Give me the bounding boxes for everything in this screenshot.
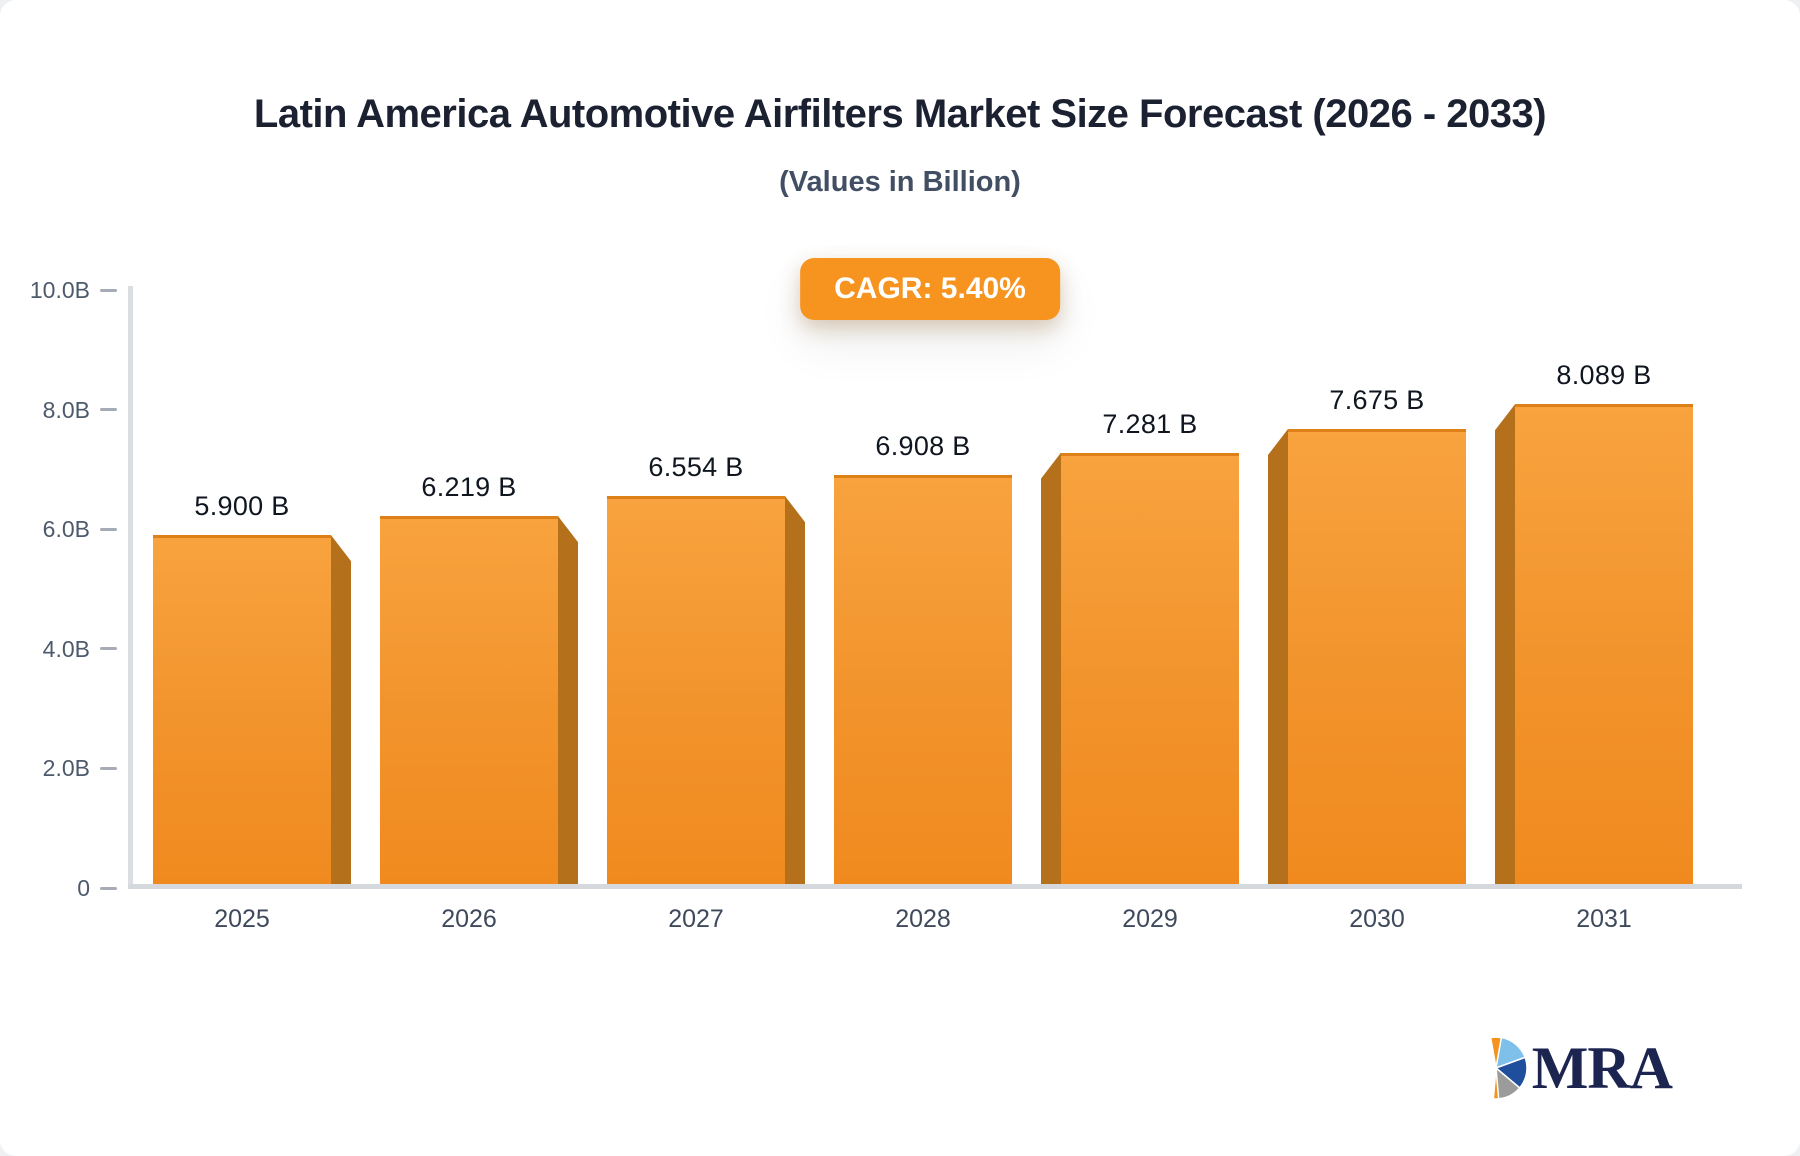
bar-value-label: 7.281 B	[1102, 408, 1198, 439]
bar-value-label: 6.554 B	[648, 452, 744, 483]
bar-side-face	[1041, 452, 1061, 888]
y-axis-label: 0	[77, 875, 90, 901]
bar-2026	[380, 516, 558, 888]
bar-value-label: 7.675 B	[1329, 385, 1425, 416]
bar-2029	[1061, 452, 1239, 888]
y-axis-label: 6.0B	[42, 516, 90, 543]
x-axis-label: 2025	[214, 905, 270, 933]
chart-title: Latin America Automotive Airfilters Mark…	[253, 92, 1547, 136]
x-axis-label: 2027	[668, 905, 724, 933]
brand-logo: MRA	[1464, 1035, 1673, 1101]
bar-2031	[1515, 404, 1693, 888]
bar-2030	[1288, 429, 1466, 888]
bar-side-face	[331, 535, 351, 888]
bar-side-face	[1268, 429, 1288, 888]
y-axis-label: 4.0B	[42, 635, 90, 662]
bar-value-label: 8.089 B	[1556, 360, 1652, 391]
y-axis-tick	[100, 527, 117, 531]
bar-value-label: 5.900 B	[194, 491, 290, 522]
x-axis-label: 2028	[895, 905, 951, 933]
y-axis-tick	[100, 647, 117, 651]
bar-2025	[153, 535, 331, 888]
x-axis-line	[128, 884, 1742, 889]
chart-subtitle: (Values in Billion)	[779, 166, 1021, 198]
bar-value-label: 6.908 B	[875, 430, 971, 461]
x-axis-label: 2030	[1349, 905, 1405, 933]
bar-side-face	[785, 496, 805, 888]
bar-side-face	[1495, 404, 1515, 888]
x-axis-label: 2031	[1576, 905, 1632, 933]
pie-slice-gray	[1494, 1067, 1521, 1100]
y-axis-tick	[100, 288, 117, 292]
cagr-badge: CAGR: 5.40%	[800, 258, 1060, 320]
y-axis-tick	[100, 886, 117, 890]
x-axis-label: 2026	[441, 905, 497, 933]
y-axis-label: 2.0B	[42, 755, 90, 782]
bar-2028	[834, 474, 1012, 888]
bar-side-face	[558, 516, 578, 888]
y-axis-tick	[100, 766, 117, 770]
pie-chart-icon	[1489, 1036, 1528, 1100]
brand-logo-text: MRA	[1531, 1035, 1673, 1101]
bar-2027	[607, 496, 785, 888]
x-axis-label: 2029	[1122, 905, 1178, 933]
bar-value-label: 6.219 B	[421, 472, 517, 503]
y-axis-tick	[100, 408, 117, 412]
y-axis-line	[128, 286, 133, 888]
y-axis-label: 8.0B	[42, 396, 90, 423]
y-axis-label: 10.0B	[29, 277, 90, 303]
